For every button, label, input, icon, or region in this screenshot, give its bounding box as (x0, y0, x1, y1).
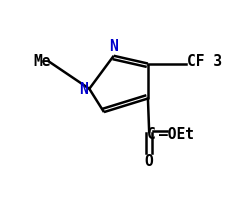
Text: N: N (79, 82, 88, 97)
Text: —OEt: —OEt (159, 127, 194, 142)
Text: Me: Me (33, 54, 51, 69)
Text: O: O (145, 154, 154, 169)
Text: N: N (109, 39, 118, 54)
Text: C: C (147, 127, 155, 142)
Text: CF 3: CF 3 (187, 54, 222, 69)
